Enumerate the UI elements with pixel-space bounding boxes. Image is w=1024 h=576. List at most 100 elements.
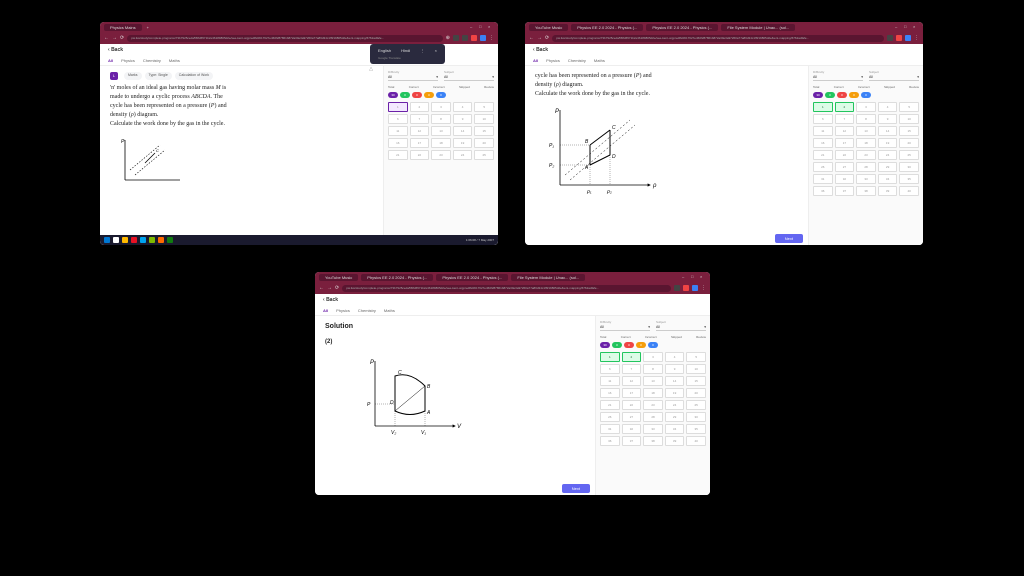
browser-tab[interactable]: File System Module | Unac... (sol... [511, 274, 585, 281]
question-cell[interactable]: 5 [899, 102, 919, 112]
question-cell[interactable]: 12 [835, 126, 855, 136]
question-cell[interactable]: 14 [878, 126, 898, 136]
question-cell[interactable]: 30 [899, 162, 919, 172]
browser-tab[interactable]: Physics EE 2.0 2024 - Physics (... [646, 24, 718, 31]
url-input[interactable]: pw.live/study/complete-programs/73b7925c… [552, 35, 884, 42]
question-cell[interactable]: 21 [388, 150, 408, 160]
question-cell[interactable]: 14 [453, 126, 473, 136]
question-cell[interactable]: 32 [622, 424, 642, 434]
question-cell[interactable]: 20 [899, 138, 919, 148]
question-cell[interactable]: 15 [686, 376, 706, 386]
subject-select[interactable]: All▾ [869, 74, 919, 81]
question-cell[interactable]: 32 [835, 174, 855, 184]
question-cell[interactable]: 8 [431, 114, 451, 124]
question-cell[interactable]: 15 [899, 126, 919, 136]
translate-icon[interactable]: ⊕ [446, 35, 450, 41]
tab-chemistry[interactable]: Chemistry [568, 58, 586, 63]
forward-nav-icon[interactable]: → [537, 35, 542, 41]
extension-icon[interactable] [905, 35, 911, 41]
question-cell[interactable]: 11 [600, 376, 620, 386]
tab-maths[interactable]: Maths [384, 308, 395, 313]
question-cell[interactable]: 40 [899, 186, 919, 196]
question-cell[interactable]: 36 [600, 436, 620, 446]
question-cell[interactable]: 9 [453, 114, 473, 124]
windows-taskbar[interactable]: 1:06:08 / 7 May 2007 [100, 235, 498, 245]
question-cell[interactable]: 37 [622, 436, 642, 446]
browser-tab[interactable]: File System Module | Unac... (sol... [721, 24, 795, 31]
question-cell[interactable]: 15 [474, 126, 494, 136]
question-cell[interactable]: 2 [410, 102, 430, 112]
task-icon[interactable] [122, 237, 128, 243]
extension-icon[interactable] [683, 285, 689, 291]
tab-all[interactable]: All [108, 58, 113, 63]
question-cell[interactable]: 10 [899, 114, 919, 124]
question-cell[interactable]: 24 [665, 400, 685, 410]
question-cell[interactable]: 9 [878, 114, 898, 124]
question-cell[interactable]: 25 [899, 150, 919, 160]
browser-tab[interactable]: YouTube Music [529, 24, 568, 31]
tab-chemistry[interactable]: Chemistry [358, 308, 376, 313]
maximize-button[interactable]: □ [691, 274, 697, 280]
question-cell[interactable]: 38 [643, 436, 663, 446]
question-cell[interactable]: 29 [878, 162, 898, 172]
question-cell[interactable]: 12 [410, 126, 430, 136]
tab-physics[interactable]: Physics [546, 58, 560, 63]
tab-physics[interactable]: Physics [336, 308, 350, 313]
question-cell[interactable]: 4 [665, 352, 685, 362]
question-cell[interactable]: 28 [856, 162, 876, 172]
question-cell[interactable]: 4 [453, 102, 473, 112]
extension-icon[interactable] [674, 285, 680, 291]
question-cell[interactable]: 6 [813, 114, 833, 124]
close-button[interactable]: × [913, 24, 919, 30]
tab-chemistry[interactable]: Chemistry [143, 58, 161, 63]
task-icon[interactable] [140, 237, 146, 243]
translate-popup[interactable]: EnglishHindi⋮× Google Translate [370, 44, 445, 64]
extension-icon[interactable] [471, 35, 477, 41]
back-nav-icon[interactable]: ← [319, 285, 324, 291]
question-cell[interactable]: 18 [431, 138, 451, 148]
extension-icon[interactable] [887, 35, 893, 41]
question-cell[interactable]: 33 [643, 424, 663, 434]
question-cell[interactable]: 40 [686, 436, 706, 446]
question-cell[interactable]: 17 [622, 388, 642, 398]
question-cell[interactable]: 13 [856, 126, 876, 136]
extension-icon[interactable] [692, 285, 698, 291]
start-icon[interactable] [104, 237, 110, 243]
question-cell[interactable]: 6 [600, 364, 620, 374]
question-cell[interactable]: 35 [686, 424, 706, 434]
question-cell[interactable]: 23 [856, 150, 876, 160]
question-cell[interactable]: 2 [835, 102, 855, 112]
subject-select[interactable]: All▾ [444, 74, 494, 81]
question-cell[interactable]: 4 [878, 102, 898, 112]
question-cell[interactable]: 1 [388, 102, 408, 112]
reload-icon[interactable]: ⟳ [545, 35, 549, 41]
back-link[interactable]: ‹ Back [525, 44, 923, 56]
question-cell[interactable]: 39 [665, 436, 685, 446]
minimize-button[interactable]: – [682, 274, 688, 280]
question-cell[interactable]: 34 [665, 424, 685, 434]
question-cell[interactable]: 1 [600, 352, 620, 362]
info-icon[interactable]: △ [369, 66, 373, 72]
question-cell[interactable]: 17 [410, 138, 430, 148]
tab-physics[interactable]: Physics [121, 58, 135, 63]
difficulty-select[interactable]: All▾ [600, 324, 650, 331]
question-cell[interactable]: 17 [835, 138, 855, 148]
question-cell[interactable]: 11 [813, 126, 833, 136]
search-icon[interactable] [113, 237, 119, 243]
browser-tab[interactable]: Physics Mains [104, 24, 142, 31]
question-cell[interactable]: 23 [431, 150, 451, 160]
question-cell[interactable]: 33 [856, 174, 876, 184]
task-icon[interactable] [167, 237, 173, 243]
browser-tab[interactable]: Physics EE 2.0 2024 - Physics (... [436, 274, 508, 281]
question-cell[interactable]: 9 [665, 364, 685, 374]
question-cell[interactable]: 22 [835, 150, 855, 160]
tab-all[interactable]: All [323, 308, 328, 313]
question-cell[interactable]: 31 [813, 174, 833, 184]
difficulty-select[interactable]: All▾ [388, 74, 438, 81]
browser-tab[interactable]: YouTube Music [319, 274, 358, 281]
question-cell[interactable]: 35 [899, 174, 919, 184]
question-cell[interactable]: 21 [600, 400, 620, 410]
question-cell[interactable]: 27 [835, 162, 855, 172]
forward-nav-icon[interactable]: → [327, 285, 332, 291]
browser-tab[interactable]: Physics EE 2.0 2024 - Physics (... [571, 24, 643, 31]
